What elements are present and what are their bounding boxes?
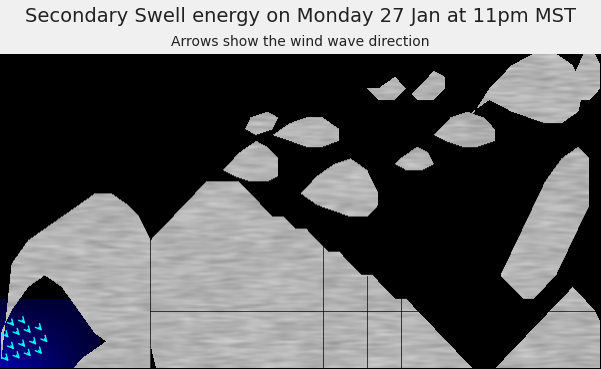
Text: Secondary Swell energy on Monday 27 Jan at 11pm MST: Secondary Swell energy on Monday 27 Jan …	[25, 7, 576, 25]
Text: Arrows show the wind wave direction: Arrows show the wind wave direction	[171, 35, 430, 49]
